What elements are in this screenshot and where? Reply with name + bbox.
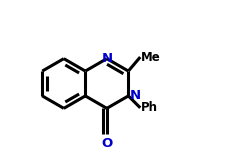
Text: Me: Me bbox=[141, 51, 161, 63]
Text: N: N bbox=[101, 52, 112, 65]
Text: O: O bbox=[101, 137, 112, 150]
Text: N: N bbox=[130, 89, 141, 102]
Text: Ph: Ph bbox=[141, 101, 158, 114]
